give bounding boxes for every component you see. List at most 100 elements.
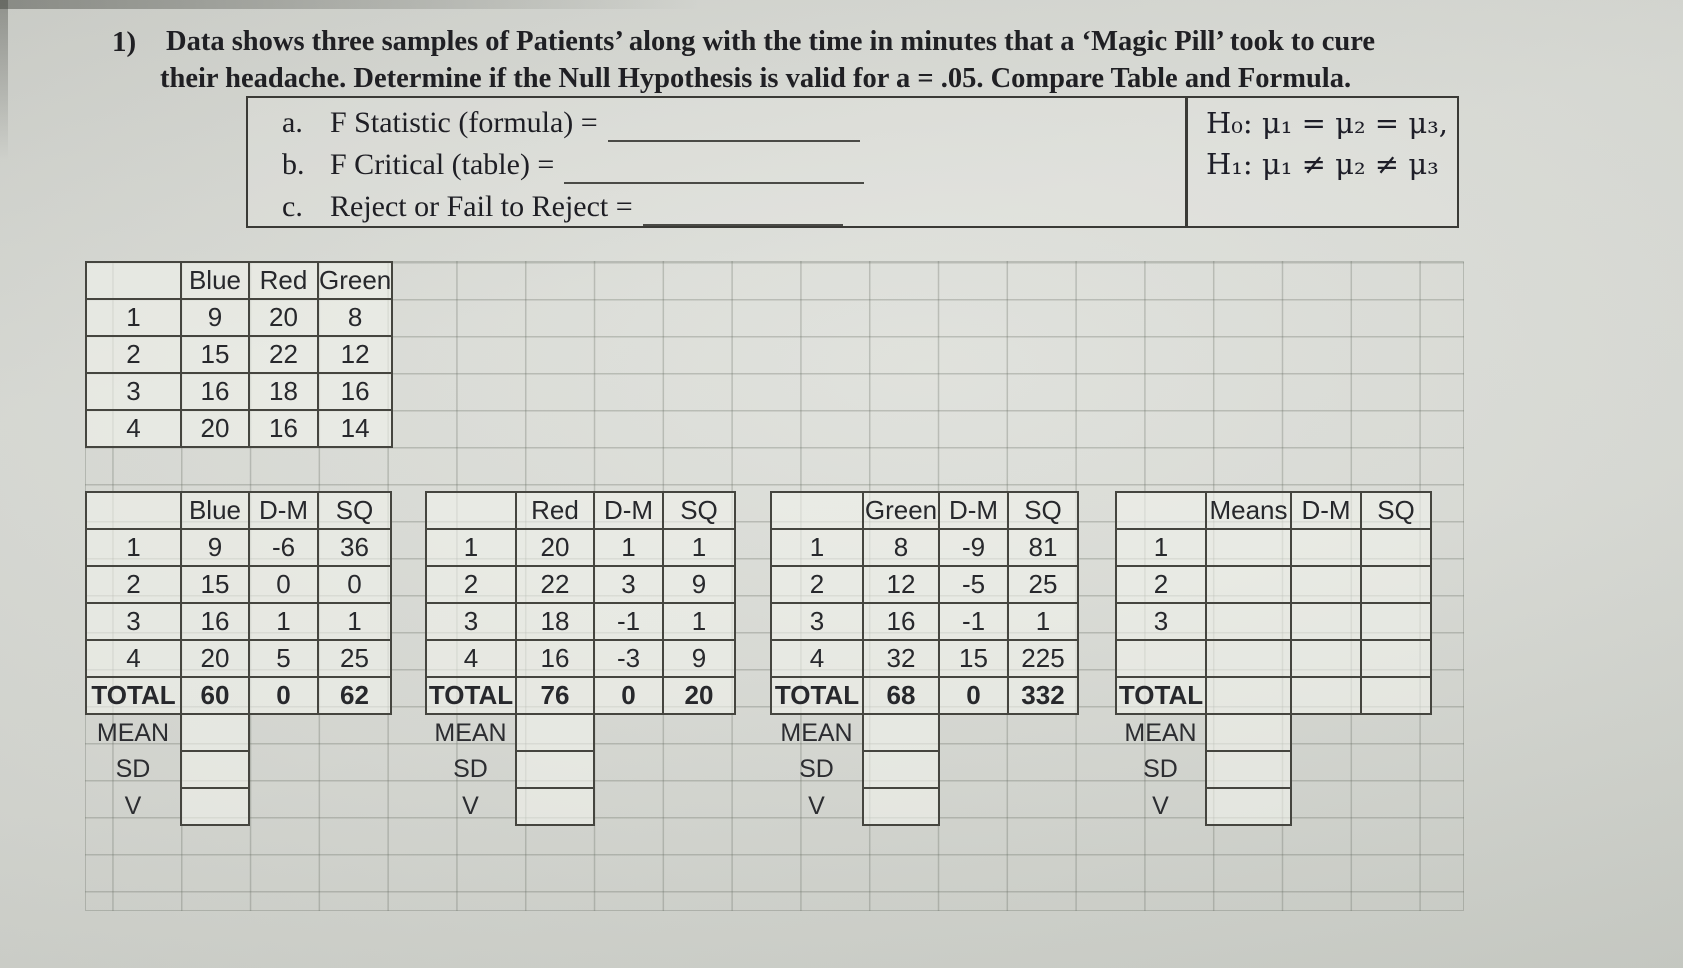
table-cell: 225 xyxy=(1007,639,1079,678)
photo-edge-shadow-top xyxy=(0,0,700,9)
answer-box-divider xyxy=(1185,98,1188,226)
sd-row: SD xyxy=(1116,750,1431,789)
table-row: 3 xyxy=(1115,602,1432,641)
mean-label: MEAN xyxy=(780,718,853,747)
item-a-label: a. xyxy=(282,106,303,139)
table-cell: 12 xyxy=(316,335,394,374)
row-label: 4 xyxy=(85,639,182,678)
total-cell xyxy=(1290,676,1362,715)
table-row: 3 16 -1 1 xyxy=(770,602,1079,641)
table-cell: -5 xyxy=(938,565,1009,604)
corner-cell xyxy=(85,491,182,530)
v-label: V xyxy=(1152,792,1169,820)
total-cell: 60 xyxy=(180,676,250,715)
table-row: 1 20 1 1 xyxy=(425,528,736,567)
mean-cell-empty xyxy=(515,713,595,752)
corner-cell xyxy=(425,491,517,530)
row-label: 1 xyxy=(1115,528,1207,567)
total-cell: 76 xyxy=(515,676,595,715)
sd-row: SD xyxy=(86,750,391,789)
sd-row: SD xyxy=(426,750,735,789)
table-cell: -9 xyxy=(938,528,1009,567)
row-label: 4 xyxy=(770,639,864,678)
v-row: V xyxy=(1116,787,1431,826)
table-cell: -6 xyxy=(248,528,319,567)
table-row: 2 xyxy=(1115,565,1432,604)
v-row: V xyxy=(86,787,391,826)
table-row: 3 16 18 16 xyxy=(85,372,394,411)
answer-item-a: a. F Statistic (formula) = xyxy=(282,103,860,145)
table-cell: 14 xyxy=(316,409,394,448)
sd-label: SD xyxy=(453,755,488,783)
item-b-label: b. xyxy=(282,148,305,181)
table-row: 1 9 -6 36 xyxy=(85,528,392,567)
mean-cell-empty xyxy=(1205,713,1292,752)
table-row: Means D-M SQ xyxy=(1115,491,1432,530)
table-cell: 15 xyxy=(180,335,250,374)
question-number: 1) xyxy=(112,26,137,58)
table-cell xyxy=(1205,639,1292,678)
table-cell: 12 xyxy=(862,565,940,604)
table-cell: 32 xyxy=(862,639,940,678)
v-row: V xyxy=(771,787,1078,826)
row-label: 3 xyxy=(85,372,182,411)
column-header: SQ xyxy=(1007,491,1079,530)
table-cell: 18 xyxy=(248,372,319,411)
total-row: TOTAL xyxy=(1115,676,1432,715)
total-cell xyxy=(1205,676,1292,715)
table-cell: 20 xyxy=(248,298,319,337)
question-line-2: their headache. Determine if the Null Hy… xyxy=(160,63,1352,94)
total-label: TOTAL xyxy=(85,676,182,715)
table-row: 2 15 0 0 xyxy=(85,565,392,604)
v-label: V xyxy=(808,792,825,820)
sd-label: SD xyxy=(799,755,834,783)
row-label: 2 xyxy=(425,565,517,604)
total-row: TOTAL 60 0 62 xyxy=(85,676,392,715)
row-label: 2 xyxy=(770,565,864,604)
means-stats-table: Means D-M SQ 1 2 3 TOTA xyxy=(1115,491,1432,826)
total-cell: 0 xyxy=(938,676,1009,715)
table-cell: 9 xyxy=(180,528,250,567)
column-header-blue: Blue xyxy=(180,261,250,300)
total-cell: 0 xyxy=(593,676,664,715)
table-row: 3 18 -1 1 xyxy=(425,602,736,641)
table-row: Blue Red Green xyxy=(85,261,394,300)
table-cell: 25 xyxy=(1007,565,1079,604)
total-row: TOTAL 68 0 332 xyxy=(770,676,1079,715)
table-cell: 25 xyxy=(317,639,392,678)
sd-cell-empty xyxy=(515,750,595,789)
total-cell: 0 xyxy=(248,676,319,715)
row-label: 2 xyxy=(1115,565,1207,604)
table-cell: -1 xyxy=(938,602,1009,641)
table-cell: 15 xyxy=(180,565,250,604)
green-stats-table: Green D-M SQ 1 8 -9 81 2 12 -5 25 3 16 -… xyxy=(770,491,1079,826)
total-label: TOTAL xyxy=(425,676,517,715)
table-row: 3 16 1 1 xyxy=(85,602,392,641)
table-cell: 16 xyxy=(180,602,250,641)
mean-label: MEAN xyxy=(434,718,507,747)
table-cell: 15 xyxy=(938,639,1009,678)
table-row: 4 32 15 225 xyxy=(770,639,1079,678)
row-label: 2 xyxy=(85,335,182,374)
row-label: 4 xyxy=(85,409,182,448)
total-cell: 62 xyxy=(317,676,392,715)
table-cell: 5 xyxy=(248,639,319,678)
null-hypothesis: H₀: μ₁ = μ₂ = μ₃, xyxy=(1206,106,1449,140)
row-label: 1 xyxy=(85,298,182,337)
table-cell: 8 xyxy=(862,528,940,567)
table-cell: 1 xyxy=(248,602,319,641)
table-cell: 81 xyxy=(1007,528,1079,567)
column-header: Green xyxy=(862,491,940,530)
mean-row: MEAN xyxy=(1116,713,1431,752)
mean-cell-empty xyxy=(862,713,940,752)
table-cell: 36 xyxy=(317,528,392,567)
answer-box: a. F Statistic (formula) = b. F Critical (… xyxy=(246,96,1459,228)
table-row: Red D-M SQ xyxy=(425,491,736,530)
v-cell-empty xyxy=(180,787,250,826)
row-label: 2 xyxy=(85,565,182,604)
item-c-label: c. xyxy=(282,190,303,223)
column-header: SQ xyxy=(317,491,392,530)
table-row: 1 8 -9 81 xyxy=(770,528,1079,567)
table-row: Green D-M SQ xyxy=(770,491,1079,530)
